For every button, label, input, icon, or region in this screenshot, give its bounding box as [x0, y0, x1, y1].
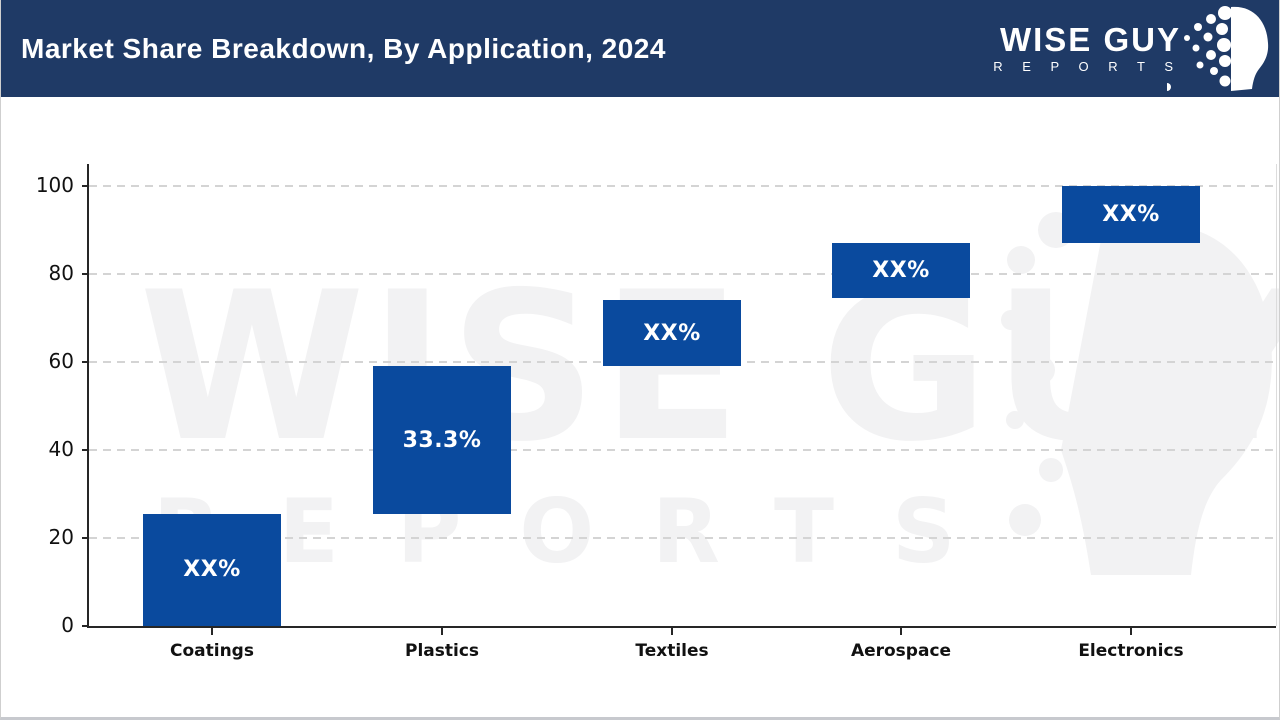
y-tick-40	[82, 449, 89, 451]
y-axis-line	[87, 164, 89, 628]
bar-value-label-plastics: 33.3%	[402, 427, 482, 453]
gridline-40	[89, 449, 1276, 451]
watermark-wordmark: WISE GUY	[139, 249, 1280, 487]
chart-title: Market Share Breakdown, By Application, …	[21, 32, 666, 64]
category-label-electronics: Electronics	[1078, 641, 1184, 661]
y-tick-label-80: 80	[48, 261, 74, 285]
y-tick-label-100: 100	[35, 173, 74, 197]
bar-coatings: XX%	[143, 513, 281, 626]
x-tick-textiles	[671, 628, 673, 635]
gridline-80	[89, 273, 1276, 275]
bar-electronics: XX%	[1062, 186, 1200, 244]
category-label-aerospace: Aerospace	[850, 641, 952, 661]
y-tick-20	[82, 537, 89, 539]
x-tick-plastics	[441, 628, 443, 635]
watermark-subtitle: REPORTS	[153, 480, 1014, 583]
bar-plastics: 33.3%	[373, 366, 511, 514]
logo-wordmark-line1: WISE GUY	[999, 21, 1181, 58]
y-tick-60	[82, 361, 89, 363]
y-tick-label-60: 60	[48, 349, 74, 373]
bar-aerospace: XX%	[832, 243, 970, 299]
y-tick-0	[82, 625, 89, 627]
bar-textiles: XX%	[603, 300, 741, 367]
bar-value-label-electronics: XX%	[1102, 202, 1160, 228]
bar-value-label-textiles: XX%	[643, 320, 701, 346]
logo-wordmark-line2: R E P O R T S	[993, 59, 1181, 74]
x-axis-line	[87, 626, 1276, 628]
x-tick-electronics	[1130, 628, 1132, 635]
header: Market Share Breakdown, By Application, …	[1, 0, 1279, 97]
x-tick-aerospace	[900, 628, 902, 635]
gridline-20	[89, 537, 1276, 539]
wiseguy-head-icon	[1167, 5, 1269, 91]
y-tick-80	[82, 273, 89, 275]
logo-wordmark: WISE GUY R E P O R T S	[993, 21, 1181, 75]
gridline-100	[89, 185, 1276, 187]
y-tick-100	[82, 185, 89, 187]
bar-value-label-aerospace: XX%	[872, 258, 930, 284]
category-label-plastics: Plastics	[404, 641, 480, 661]
y-tick-label-40: 40	[48, 437, 74, 461]
category-label-coatings: Coatings	[170, 641, 254, 661]
plot-right-border	[1276, 164, 1277, 626]
wiseguy-logo: WISE GUY R E P O R T S	[993, 3, 1279, 95]
y-tick-label-20: 20	[48, 525, 74, 549]
category-label-textiles: Textiles	[635, 641, 709, 661]
y-tick-label-0: 0	[61, 613, 74, 637]
x-tick-coatings	[211, 628, 213, 635]
bar-value-label-coatings: XX%	[183, 557, 241, 583]
